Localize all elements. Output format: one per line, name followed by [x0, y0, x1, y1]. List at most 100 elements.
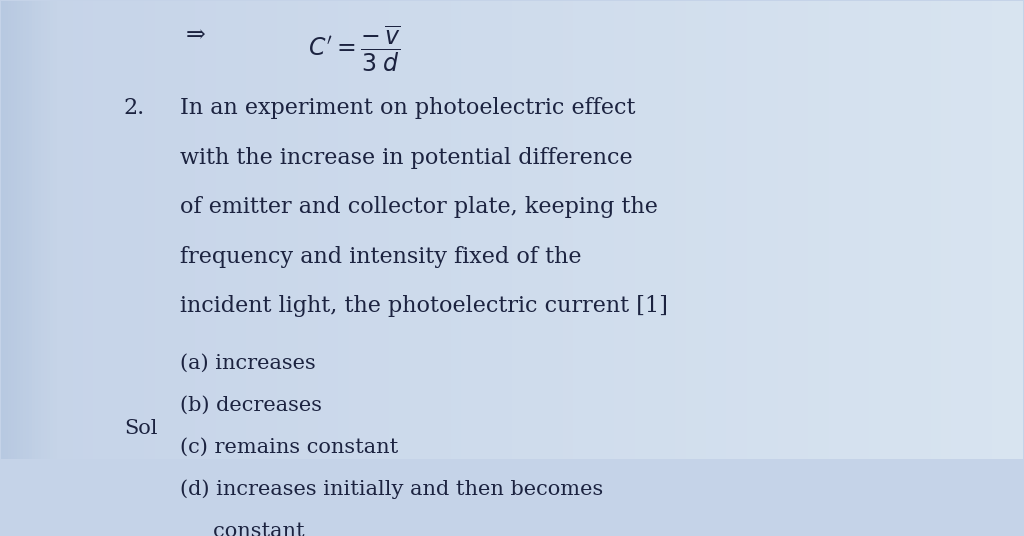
Bar [379, 2, 389, 459]
Bar [196, 2, 206, 459]
Bar [53, 2, 56, 459]
Text: $C' = \dfrac{-\,\overline{v}}{3\;d}$: $C' = \dfrac{-\,\overline{v}}{3\;d}$ [308, 24, 400, 75]
Bar [165, 2, 175, 459]
Bar [62, 2, 73, 459]
Bar [972, 2, 982, 459]
Bar [584, 2, 594, 459]
Bar [134, 2, 144, 459]
Bar [686, 2, 696, 459]
Bar [38, 2, 41, 459]
Text: Sol: Sol [124, 419, 158, 438]
Bar [522, 2, 532, 459]
Bar [175, 2, 185, 459]
Bar [1013, 2, 1023, 459]
Bar [880, 2, 890, 459]
Text: frequency and intensity fixed of the: frequency and intensity fixed of the [180, 245, 582, 267]
Bar [757, 2, 767, 459]
Bar [573, 2, 584, 459]
Text: (b) decreases: (b) decreases [180, 396, 323, 414]
Bar [328, 2, 338, 459]
Bar [338, 2, 348, 459]
Bar [502, 2, 512, 459]
Text: (d) increases initially and then becomes: (d) increases initially and then becomes [180, 480, 603, 500]
Bar [746, 2, 757, 459]
Bar [278, 2, 288, 459]
Bar [594, 2, 604, 459]
Bar [32, 2, 35, 459]
Bar [11, 2, 22, 459]
Bar [23, 2, 26, 459]
Bar [849, 2, 859, 459]
Bar [318, 2, 328, 459]
Bar [962, 2, 972, 459]
Bar [982, 2, 992, 459]
Bar [288, 2, 298, 459]
Bar [83, 2, 93, 459]
Bar [440, 2, 451, 459]
Bar [29, 2, 32, 459]
Bar [512, 2, 522, 459]
Bar [767, 2, 777, 459]
Bar [32, 2, 42, 459]
Bar [7, 2, 10, 459]
Bar [348, 2, 358, 459]
Bar [869, 2, 880, 459]
Bar [267, 2, 278, 459]
Bar [666, 2, 676, 459]
Bar [47, 2, 50, 459]
Text: of emitter and collector plate, keeping the: of emitter and collector plate, keeping … [180, 196, 658, 218]
Bar [635, 2, 645, 459]
Bar [4, 2, 7, 459]
Bar [26, 2, 29, 459]
Bar [124, 2, 134, 459]
Bar [410, 2, 420, 459]
Text: ⇒: ⇒ [185, 24, 205, 47]
Bar [726, 2, 736, 459]
Bar [59, 2, 62, 459]
Bar [900, 2, 910, 459]
Bar [890, 2, 900, 459]
Bar [56, 2, 59, 459]
Bar [430, 2, 440, 459]
Text: 2.: 2. [124, 98, 145, 120]
Bar [798, 2, 808, 459]
Text: (c) remains constant: (c) remains constant [180, 437, 398, 457]
Bar [655, 2, 666, 459]
Bar [839, 2, 849, 459]
Bar [828, 2, 839, 459]
Bar [420, 2, 430, 459]
Bar [645, 2, 655, 459]
Bar [625, 2, 635, 459]
Bar [543, 2, 553, 459]
Bar [16, 2, 19, 459]
Bar [808, 2, 818, 459]
Bar [1, 2, 11, 459]
Bar [1002, 2, 1013, 459]
Bar [257, 2, 267, 459]
Bar [931, 2, 941, 459]
Bar [103, 2, 114, 459]
Bar [206, 2, 216, 459]
Bar [461, 2, 471, 459]
Bar [736, 2, 746, 459]
Bar [604, 2, 614, 459]
Bar [19, 2, 23, 459]
Bar [35, 2, 38, 459]
Bar [226, 2, 237, 459]
Bar [716, 2, 726, 459]
Bar [298, 2, 308, 459]
Bar [1, 2, 4, 459]
Bar [73, 2, 83, 459]
Bar [787, 2, 798, 459]
Bar [44, 2, 47, 459]
Bar [818, 2, 828, 459]
Bar [451, 2, 461, 459]
Bar [471, 2, 481, 459]
Bar [777, 2, 787, 459]
Bar [951, 2, 962, 459]
Text: In an experiment on photoelectric effect: In an experiment on photoelectric effect [180, 98, 636, 120]
Text: incident light, the photoelectric current [1]: incident light, the photoelectric curren… [180, 295, 668, 317]
Bar [10, 2, 13, 459]
Bar [706, 2, 716, 459]
Bar [859, 2, 869, 459]
